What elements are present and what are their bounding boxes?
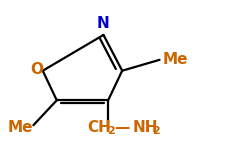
Text: —: — — [114, 120, 129, 135]
Text: Me: Me — [163, 51, 188, 67]
Text: N: N — [97, 16, 110, 31]
Text: Me: Me — [8, 120, 33, 135]
Text: 2: 2 — [153, 126, 160, 136]
Text: CH: CH — [87, 120, 111, 135]
Text: O: O — [30, 62, 43, 77]
Text: NH: NH — [133, 120, 158, 135]
Text: 2: 2 — [107, 126, 115, 136]
